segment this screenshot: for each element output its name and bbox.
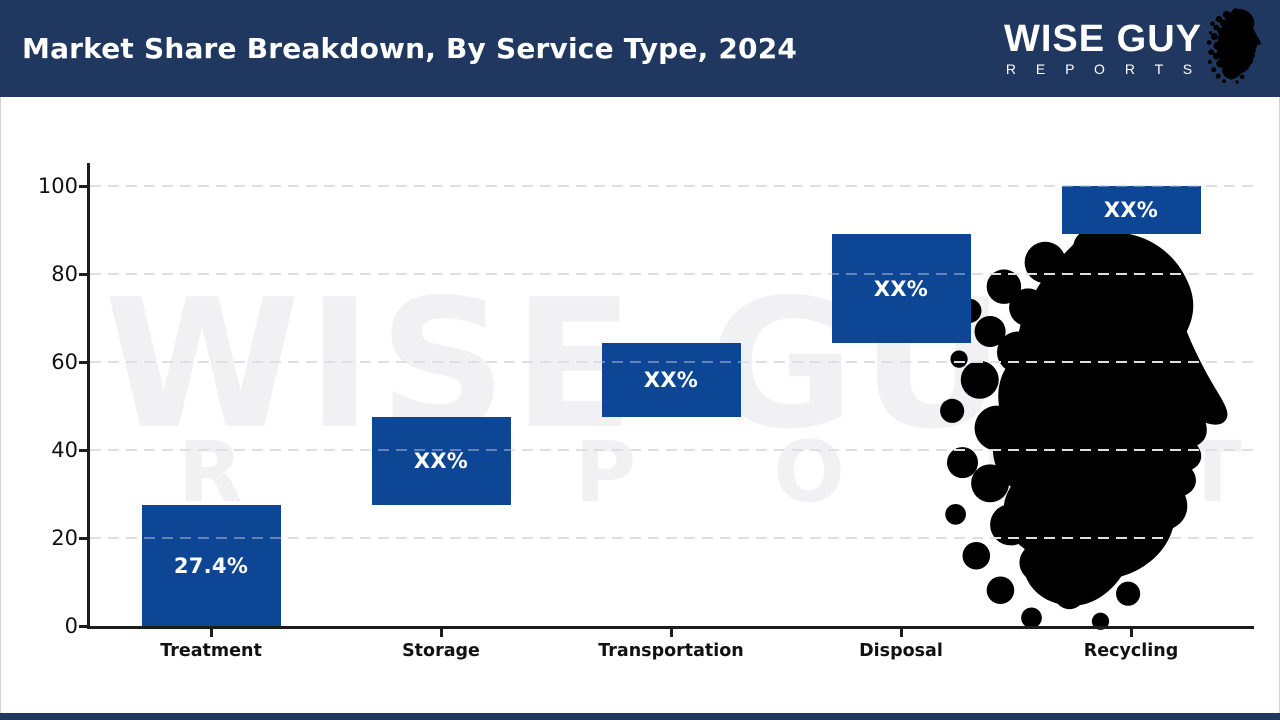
bar-recycling: XX%: [1061, 186, 1201, 234]
gridline-80: [90, 273, 1255, 275]
y-tick-0: [79, 625, 87, 628]
x-tick-transportation: [670, 629, 673, 637]
bar-transportation: XX%: [601, 343, 741, 417]
y-tick-label-20: 20: [51, 526, 78, 550]
brand-subtitle: R E P O R T S: [1005, 60, 1201, 77]
gridline-overlay-20: [90, 537, 1255, 539]
brand-name: WISE GUY: [1003, 17, 1202, 60]
y-tick-60: [79, 361, 87, 364]
x-tick-recycling: [1130, 629, 1133, 637]
y-tick-80: [79, 273, 87, 276]
y-tick-20: [79, 537, 87, 540]
y-tick-100: [79, 185, 87, 188]
bar-value-label: 27.4%: [173, 553, 249, 578]
bar-disposal: XX%: [831, 233, 971, 344]
x-tick-label-treatment: Treatment: [160, 641, 262, 661]
watermark-face-icon: [928, 200, 1273, 670]
bar-treatment: 27.4%: [141, 505, 281, 626]
x-tick-label-recycling: Recycling: [1083, 641, 1179, 661]
bar-storage: XX%: [371, 417, 511, 506]
gridline-overlay-60: [90, 361, 1255, 363]
x-tick-storage: [440, 629, 443, 637]
gridline-40: [90, 449, 1255, 451]
footer-bar: [0, 713, 1280, 720]
x-tick-label-transportation: Transportation: [598, 641, 744, 661]
y-tick-label-0: 0: [64, 614, 78, 638]
brand-logo: WISE GUY R E P O R T S: [1004, 5, 1270, 89]
x-axis-line: [87, 626, 1254, 629]
bar-value-label: XX%: [643, 368, 699, 393]
y-axis-line: [87, 163, 90, 628]
header-bar: Market Share Breakdown, By Service Type,…: [0, 0, 1280, 97]
gridline-100: [90, 185, 1255, 187]
x-tick-label-disposal: Disposal: [859, 641, 943, 661]
bar-value-label: XX%: [413, 449, 469, 474]
y-tick-40: [79, 449, 87, 452]
y-tick-label-40: 40: [51, 438, 78, 462]
brand-logo-text: WISE GUY R E P O R T S: [1004, 18, 1202, 77]
gridline-20: [90, 537, 1255, 539]
gridline-overlay-40: [90, 449, 1255, 451]
x-tick-label-storage: Storage: [402, 641, 480, 661]
page-title: Market Share Breakdown, By Service Type,…: [22, 32, 798, 65]
x-tick-disposal: [900, 629, 903, 637]
y-tick-label-60: 60: [51, 350, 78, 374]
gridline-overlay-100: [90, 185, 1255, 187]
bar-value-label: XX%: [1103, 197, 1159, 222]
y-tick-label-100: 100: [37, 174, 78, 198]
gridline-overlay-80: [90, 273, 1255, 275]
brand-face-icon: [1204, 5, 1270, 89]
bar-value-label: XX%: [873, 276, 929, 301]
y-tick-label-80: 80: [51, 262, 78, 286]
x-tick-treatment: [210, 629, 213, 637]
